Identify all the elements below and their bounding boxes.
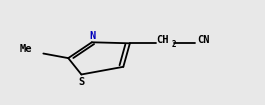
Text: S: S <box>78 77 85 87</box>
Text: 2: 2 <box>171 40 176 49</box>
Text: CH: CH <box>156 35 169 45</box>
Text: CN: CN <box>197 35 210 45</box>
Text: N: N <box>90 31 96 41</box>
Text: Me: Me <box>20 44 33 54</box>
